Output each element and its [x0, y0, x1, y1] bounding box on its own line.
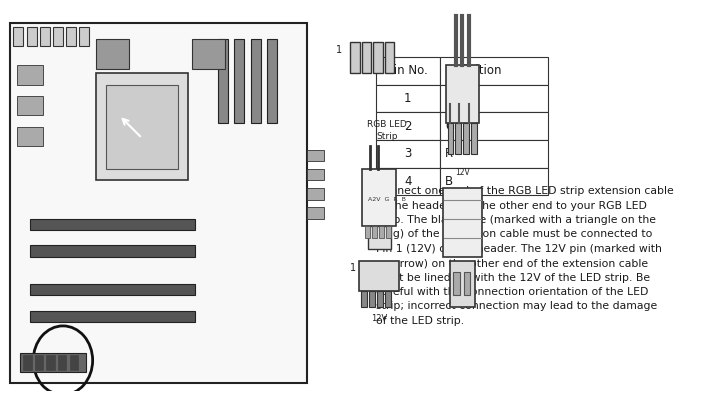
Bar — [35, 355, 43, 370]
Bar — [58, 355, 66, 370]
Bar — [376, 140, 440, 168]
Bar — [191, 39, 224, 69]
Bar — [374, 42, 383, 73]
Bar — [372, 226, 377, 238]
Bar — [376, 85, 440, 113]
Bar — [362, 169, 397, 226]
Bar — [251, 39, 261, 123]
Text: 12V: 12V — [455, 168, 470, 177]
Bar — [376, 57, 440, 85]
Bar — [361, 291, 366, 307]
Bar — [366, 226, 370, 238]
Text: Definition: Definition — [445, 64, 503, 77]
Bar — [386, 226, 391, 238]
Text: Connect one end of the RGB LED strip extension cable
to the header and the other: Connect one end of the RGB LED strip ext… — [376, 186, 673, 326]
Bar — [376, 113, 440, 140]
Bar — [385, 42, 394, 73]
Bar — [218, 39, 228, 123]
Bar — [80, 27, 90, 46]
Text: 1: 1 — [404, 92, 412, 105]
Bar — [368, 226, 391, 249]
Bar — [40, 27, 49, 46]
Bar — [234, 39, 244, 123]
Bar — [440, 168, 548, 196]
Bar — [47, 355, 54, 370]
Bar — [30, 219, 195, 230]
Text: A2V  G  R  B: A2V G R B — [368, 197, 406, 202]
Bar — [70, 355, 78, 370]
Bar — [455, 123, 461, 154]
Bar — [66, 27, 76, 46]
Bar — [16, 127, 43, 146]
Bar — [358, 261, 399, 291]
Text: 2: 2 — [404, 120, 412, 133]
Bar — [440, 140, 548, 168]
Bar — [30, 284, 195, 295]
Text: 1: 1 — [336, 45, 342, 55]
Bar — [463, 123, 469, 154]
Bar — [106, 85, 179, 169]
Bar — [30, 245, 195, 257]
Bar — [307, 207, 323, 219]
Text: R: R — [445, 147, 453, 160]
Bar — [376, 168, 440, 196]
Bar — [307, 150, 323, 161]
Bar — [307, 188, 323, 200]
Bar — [377, 291, 383, 307]
Text: RGB LED
Strip: RGB LED Strip — [367, 120, 407, 141]
Bar — [267, 39, 277, 123]
Bar — [96, 73, 189, 180]
Bar — [447, 123, 453, 154]
Text: 1: 1 — [350, 263, 356, 273]
Text: 12V: 12V — [445, 92, 468, 105]
Text: 4: 4 — [404, 175, 412, 188]
Bar — [96, 39, 129, 69]
Bar — [440, 85, 548, 113]
Bar — [369, 291, 374, 307]
Bar — [30, 310, 195, 322]
Bar — [443, 188, 482, 257]
Bar — [453, 272, 460, 295]
Bar — [362, 42, 371, 73]
Bar — [20, 353, 86, 372]
Bar — [16, 96, 43, 115]
Text: 3: 3 — [404, 147, 412, 160]
Bar — [440, 113, 548, 140]
Bar — [471, 123, 477, 154]
Bar — [464, 272, 470, 295]
Bar — [16, 65, 43, 85]
Bar — [14, 27, 24, 46]
Text: 12V: 12V — [371, 314, 387, 323]
Bar — [351, 42, 360, 73]
Bar — [446, 65, 479, 123]
Text: B: B — [445, 175, 453, 188]
Bar — [27, 27, 37, 46]
Bar — [379, 226, 384, 238]
Bar — [450, 261, 475, 307]
Text: Pin No.: Pin No. — [387, 64, 428, 77]
Bar — [53, 27, 63, 46]
Bar — [24, 355, 32, 370]
Text: G: G — [445, 120, 455, 133]
Bar — [440, 57, 548, 85]
Bar — [307, 169, 323, 180]
Bar — [385, 291, 391, 307]
